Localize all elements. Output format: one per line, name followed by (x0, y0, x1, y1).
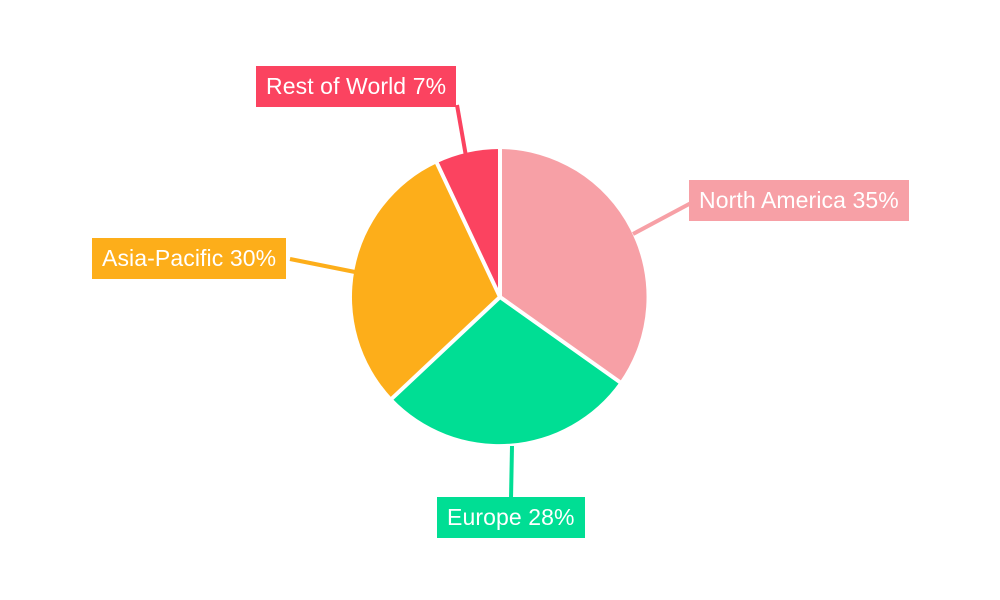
pie-label-asia-pacific-text: Asia-Pacific 30% (102, 245, 277, 271)
slice-separators (390, 147, 622, 401)
leader-line-asia-pacific (289, 257, 356, 274)
pie-label-north-america[interactable]: North America 35% (689, 180, 909, 221)
pie-label-europe-text: Europe 28% (447, 504, 575, 530)
leader-line-rest-of-world (455, 104, 469, 163)
pie-label-rest-of-world[interactable]: Rest of World 7% (256, 66, 457, 107)
pie-label-europe[interactable]: Europe 28% (437, 497, 585, 538)
leader-line-north-america (632, 201, 692, 236)
pie-label-asia-pacific[interactable]: Asia-Pacific 30% (92, 238, 287, 279)
pie-slice-europe[interactable] (392, 297, 620, 445)
pie-slice-north-america[interactable] (500, 149, 647, 382)
pie-label-north-america-text: North America 35% (699, 187, 899, 213)
pie-label-rest-of-world-text: Rest of World 7% (266, 73, 447, 99)
leader-line-europe (509, 445, 514, 500)
